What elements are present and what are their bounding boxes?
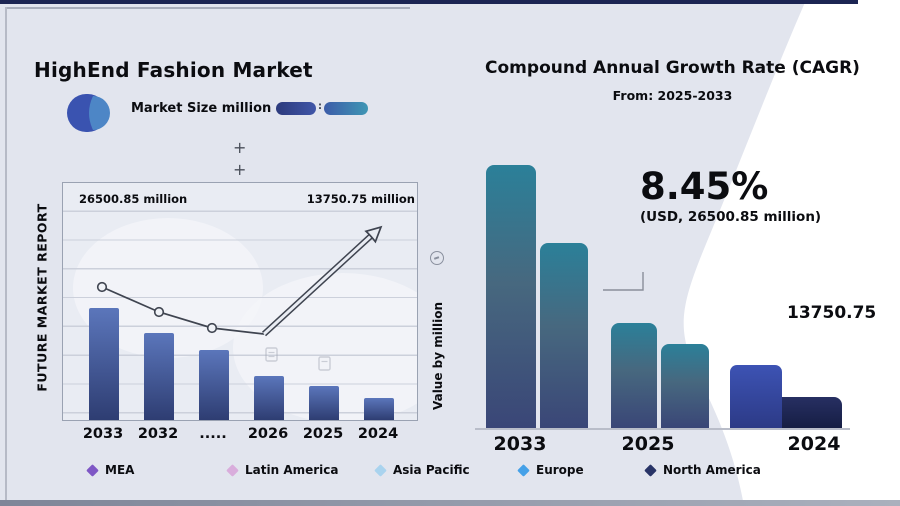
legend-item-north-america: North America <box>644 463 761 477</box>
cagr-bar-2033-1 <box>486 165 536 428</box>
legend-item-asia-pacific: Asia Pacific <box>374 463 470 477</box>
card-border-top <box>5 7 410 9</box>
cagr-subtitle: From: 2025-2033 <box>612 88 733 103</box>
legend-item-europe: Europe <box>517 463 584 477</box>
max-value-label: 26500.85 million <box>79 192 188 206</box>
legend-diamond-icon <box>226 463 239 477</box>
legend-diamond-icon <box>517 463 530 477</box>
circle-minus-icon <box>430 251 444 265</box>
market-bar-2025 <box>309 386 339 420</box>
bottom-accent-strip <box>0 500 900 506</box>
legend-diamond-icon <box>374 463 387 477</box>
value-2024-label: 13750.75 <box>787 303 877 323</box>
region-legend: MEA Latin America Asia Pacific Europe North … <box>0 463 900 489</box>
legend-label: Europe <box>536 463 584 477</box>
plus-icon: + <box>233 160 247 179</box>
cagr-x-label: 2033 <box>493 433 547 455</box>
cagr-detail: (USD, 26500.85 million) <box>640 209 822 225</box>
step-line-decoration <box>603 272 644 291</box>
ratio-pill-left <box>276 102 316 115</box>
cagr-bar-2025-1 <box>611 323 657 428</box>
legend-label: Latin America <box>245 463 339 477</box>
cagr-title: Compound Annual Growth Rate (CAGR) <box>485 58 860 78</box>
plus-icon: + <box>233 138 247 157</box>
cagr-bar-2024-2 <box>782 397 842 428</box>
cagr-value: 8.45% <box>640 165 769 208</box>
left-x-label: 2025 <box>302 426 344 442</box>
market-size-label: Market Size million <box>131 101 272 116</box>
page-title: HighEnd Fashion Market <box>34 58 313 82</box>
market-bar-2024 <box>364 398 394 420</box>
trend-line-arrow <box>96 225 383 371</box>
market-bar-2026 <box>254 376 284 420</box>
market-bar-..... <box>199 350 229 420</box>
cagr-bar-2033-2 <box>540 243 588 428</box>
cylinder-icon <box>67 94 110 132</box>
legend-diamond-icon <box>644 463 657 477</box>
legend-item-latin-america: Latin America <box>226 463 339 477</box>
left-x-label: ..... <box>199 426 227 442</box>
left-x-label: 2026 <box>247 426 289 442</box>
left-x-label: 2024 <box>357 426 399 442</box>
cagr-x-label: 2025 <box>621 433 675 455</box>
left-x-label: 2032 <box>137 426 179 442</box>
market-bar-2032 <box>144 333 174 420</box>
legend-diamond-icon <box>86 463 99 477</box>
cagr-axis-line <box>475 428 850 430</box>
left-x-label: 2033 <box>82 426 124 442</box>
market-bar-2033 <box>89 308 119 420</box>
ratio-separator: : <box>318 101 322 112</box>
cagr-x-label: 2024 <box>787 433 841 455</box>
market-size-chart: 26500.85 million 13750.75 million <box>62 182 418 421</box>
cagr-bar-2024-1 <box>730 365 782 428</box>
card-border-left <box>5 7 7 500</box>
ratio-pill-right <box>324 102 368 115</box>
left-x-axis-labels: 2033 2032..... 2026 2025 2024 <box>62 426 418 448</box>
top-accent-strip <box>0 0 858 4</box>
legend-label: North America <box>663 463 761 477</box>
gridlines <box>63 183 417 420</box>
cagr-bar-2025-2 <box>661 344 709 428</box>
legend-label: Asia Pacific <box>393 463 470 477</box>
legend-label: MEA <box>105 463 135 477</box>
report-side-label: FUTURE MARKET REPORT <box>34 203 50 392</box>
legend-item-mea: MEA <box>86 463 135 477</box>
min-value-label: 13750.75 million <box>306 192 415 206</box>
y-axis-label: Value by million <box>431 301 445 411</box>
